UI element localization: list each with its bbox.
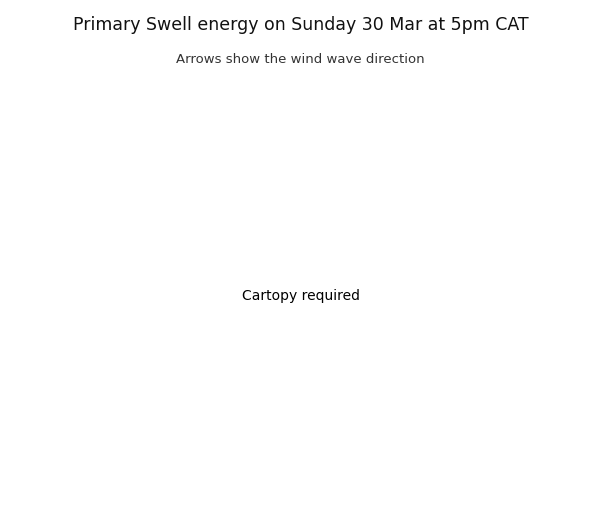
Text: Primary Swell energy on Sunday 30 Mar at 5pm CAT: Primary Swell energy on Sunday 30 Mar at… (73, 16, 528, 34)
Text: Arrows show the wind wave direction: Arrows show the wind wave direction (176, 53, 425, 66)
Text: Cartopy required: Cartopy required (242, 289, 359, 303)
